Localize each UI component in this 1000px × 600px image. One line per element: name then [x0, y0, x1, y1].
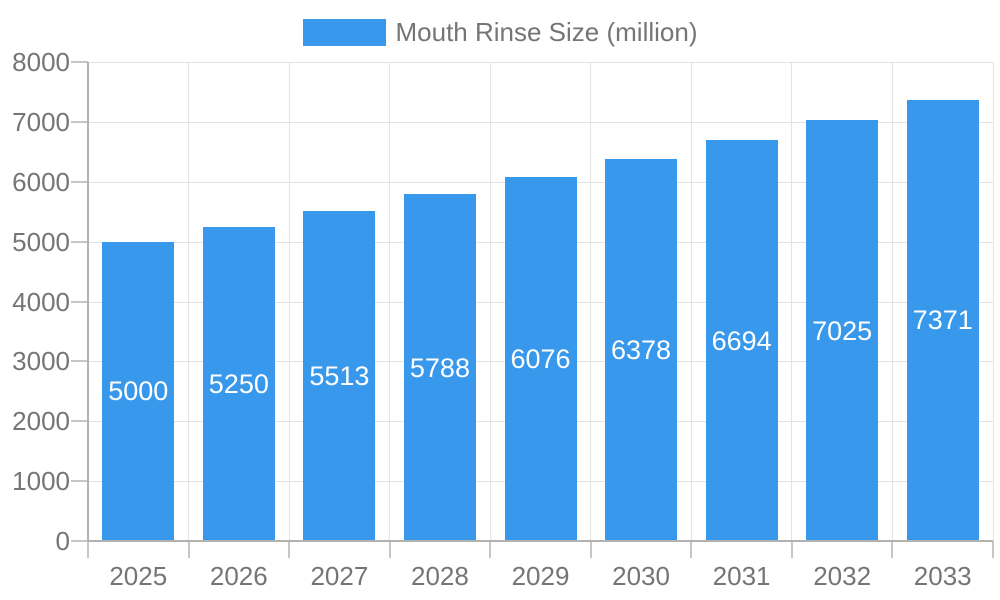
chart-legend: Mouth Rinse Size (million)	[0, 16, 1000, 47]
h-gridline-8000	[88, 62, 993, 63]
x-tick-2	[288, 541, 291, 558]
y-tick-2000	[71, 420, 88, 423]
y-tick-4000	[71, 300, 88, 303]
y-axis-label-2000: 2000	[12, 406, 70, 437]
y-tick-8000	[71, 61, 88, 63]
x-axis-label-2027: 2027	[310, 561, 369, 591]
x-tick-1	[187, 541, 190, 558]
x-tick-7	[790, 541, 793, 558]
x-axis-label-2033: 2033	[913, 561, 972, 591]
x-tick-0	[87, 541, 89, 558]
x-tick-3	[388, 541, 391, 558]
bar-2033[interactable]	[906, 99, 979, 541]
plot-area: 0 1000 2000 3000 4000 5000 6000 7000 8000 5000 202…	[12, 47, 994, 591]
y-axis-label-1000: 1000	[12, 466, 70, 497]
y-tick-6000	[71, 180, 88, 183]
y-tick-5000	[71, 240, 88, 243]
v-gridline-1	[188, 62, 190, 541]
v-gridline-9	[992, 62, 994, 541]
bar-value-2026: 5250	[208, 368, 269, 399]
bar-value-2032: 7025	[812, 315, 873, 346]
v-gridline-7	[791, 62, 793, 541]
v-gridline-5	[590, 62, 592, 541]
bar-value-2028: 5788	[409, 352, 470, 383]
bar-2027[interactable]	[303, 210, 376, 541]
x-tick-9	[992, 541, 994, 558]
x-tick-5	[589, 541, 592, 558]
y-axis-label-0: 0	[55, 526, 70, 556]
y-axis-label-4000: 4000	[12, 286, 70, 317]
bar-value-2033: 7371	[912, 305, 973, 336]
bar-2025[interactable]	[102, 241, 175, 541]
bar-2026[interactable]	[202, 226, 275, 541]
y-axis-label-7000: 7000	[12, 106, 70, 137]
legend-color-swatch	[302, 18, 386, 46]
v-gridline-8	[891, 62, 893, 541]
x-axis-label-2030: 2030	[612, 561, 670, 591]
y-axis-label-6000: 6000	[12, 166, 70, 197]
v-gridline-2	[288, 62, 290, 541]
x-axis-label-2028: 2028	[411, 561, 469, 591]
y-axis-label-3000: 3000	[12, 346, 70, 377]
legend-label: Mouth Rinse Size (million)	[395, 16, 698, 47]
x-axis-label-2029: 2029	[511, 561, 570, 591]
x-axis-label-2026: 2026	[209, 561, 268, 591]
y-axis-label-5000: 5000	[12, 226, 70, 257]
bar-value-2031: 6694	[711, 325, 772, 356]
bar-value-2029: 6076	[510, 344, 571, 375]
bar-2029[interactable]	[504, 177, 577, 541]
bar-value-2025: 5000	[108, 376, 169, 407]
bar-2030[interactable]	[605, 159, 678, 541]
h-gridline-7000	[88, 121, 993, 123]
y-tick-0	[71, 540, 88, 542]
v-gridline-4	[489, 62, 491, 541]
x-axis-label-2025: 2025	[109, 561, 168, 591]
x-axis-line	[88, 540, 993, 542]
bar-value-2027: 5513	[309, 360, 370, 391]
bar-2031[interactable]	[705, 140, 778, 541]
x-tick-4	[489, 541, 492, 558]
x-axis-label-2032: 2032	[813, 561, 872, 591]
y-axis-line	[87, 62, 89, 541]
x-axis-label-2031: 2031	[712, 561, 771, 591]
y-tick-7000	[71, 120, 88, 123]
y-tick-3000	[71, 360, 88, 363]
bar-2028[interactable]	[403, 194, 476, 541]
bar-value-2030: 6378	[611, 335, 672, 366]
y-tick-1000	[71, 480, 88, 483]
bar-2032[interactable]	[806, 120, 879, 541]
y-axis-label-8000: 8000	[12, 47, 70, 77]
x-tick-6	[690, 541, 693, 558]
v-gridline-6	[690, 62, 692, 541]
v-gridline-3	[389, 62, 391, 541]
x-tick-8	[891, 541, 894, 558]
